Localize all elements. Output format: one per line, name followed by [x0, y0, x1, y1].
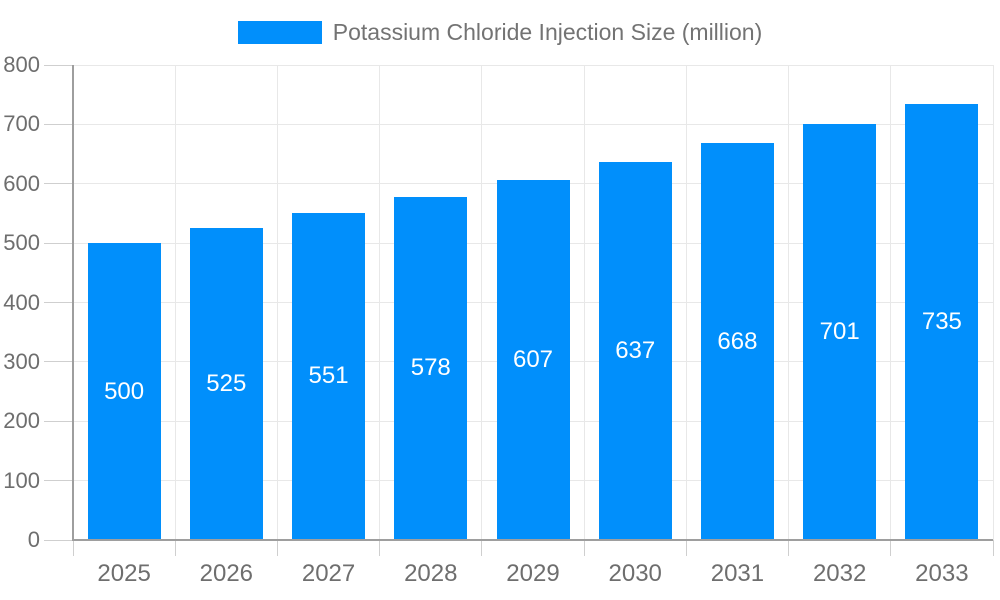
- y-tick: [44, 420, 73, 422]
- x-gridline: [685, 65, 687, 540]
- bar-2032[interactable]: 701: [803, 123, 877, 540]
- y-axis-label: 100: [3, 467, 40, 493]
- x-gridline: [788, 65, 790, 540]
- y-axis-label: 500: [3, 230, 40, 256]
- x-axis-label-2032: 2032: [812, 560, 867, 587]
- x-axis-label-2033: 2033: [915, 560, 969, 587]
- chart-legend[interactable]: Potassium Chloride Injection Size (milli…: [0, 19, 1000, 46]
- bar-value-label: 701: [819, 317, 860, 345]
- y-tick: [44, 242, 73, 244]
- y-axis-label: 600: [3, 170, 40, 196]
- x-tick: [276, 540, 278, 556]
- bar-2030[interactable]: 637: [598, 161, 672, 540]
- x-axis-label-2030: 2030: [608, 560, 662, 587]
- x-tick: [890, 540, 892, 556]
- x-gridline: [583, 65, 585, 540]
- bar-2033[interactable]: 735: [905, 103, 979, 540]
- x-axis-label-2026: 2026: [199, 560, 254, 587]
- y-tick: [44, 123, 73, 125]
- bar-value-label: 551: [308, 362, 349, 390]
- y-axis-label: 400: [3, 289, 40, 315]
- x-gridline: [481, 65, 483, 540]
- x-gridline: [276, 65, 278, 540]
- x-tick: [992, 540, 994, 556]
- y-axis-label: 300: [3, 348, 40, 374]
- x-tick: [685, 540, 687, 556]
- bar-value-label: 735: [921, 307, 962, 335]
- bar-value-label: 500: [104, 377, 145, 405]
- y-gridline: [73, 123, 993, 125]
- bar-2029[interactable]: 607: [496, 179, 570, 540]
- x-tick: [174, 540, 176, 556]
- bar-value-label: 637: [615, 336, 656, 364]
- x-gridline: [379, 65, 381, 540]
- x-tick: [583, 540, 585, 556]
- legend-swatch-icon: [237, 21, 322, 44]
- y-axis-label: 800: [3, 52, 40, 77]
- y-tick: [44, 539, 73, 541]
- bar-2028[interactable]: 578: [394, 196, 468, 540]
- x-axis-label-2029: 2029: [506, 560, 560, 587]
- y-axis-label: 700: [3, 111, 40, 137]
- y-tick: [44, 64, 73, 66]
- y-tick: [44, 480, 73, 482]
- y-axis-label: 0: [27, 527, 40, 552]
- x-tick: [379, 540, 381, 556]
- bar-2026[interactable]: 525: [189, 228, 263, 540]
- x-tick: [481, 540, 483, 556]
- x-tick: [788, 540, 790, 556]
- x-gridline: [890, 65, 892, 540]
- bar-2031[interactable]: 668: [700, 143, 774, 540]
- y-axis-line: [72, 65, 74, 541]
- y-gridline: [73, 64, 993, 66]
- legend-label: Potassium Chloride Injection Size (milli…: [332, 19, 763, 45]
- x-axis-label-2025: 2025: [97, 560, 151, 587]
- y-tick: [44, 302, 73, 303]
- bar-value-label: 525: [206, 370, 247, 398]
- x-gridline: [174, 65, 176, 540]
- bar-2027[interactable]: 551: [292, 212, 366, 540]
- bar-value-label: 668: [717, 327, 758, 355]
- x-axis-line: [73, 539, 993, 541]
- y-tick: [44, 183, 73, 185]
- bar-value-label: 607: [512, 345, 554, 373]
- y-axis-label: 200: [3, 408, 40, 434]
- x-axis-label-2027: 2027: [301, 560, 356, 587]
- x-gridline: [992, 65, 994, 540]
- x-tick: [72, 540, 74, 556]
- bar-value-label: 578: [410, 354, 451, 382]
- bar-2025[interactable]: 500: [87, 243, 161, 540]
- x-axis-label-2031: 2031: [710, 560, 765, 587]
- x-axis-label-2028: 2028: [404, 560, 458, 587]
- y-tick: [44, 361, 73, 363]
